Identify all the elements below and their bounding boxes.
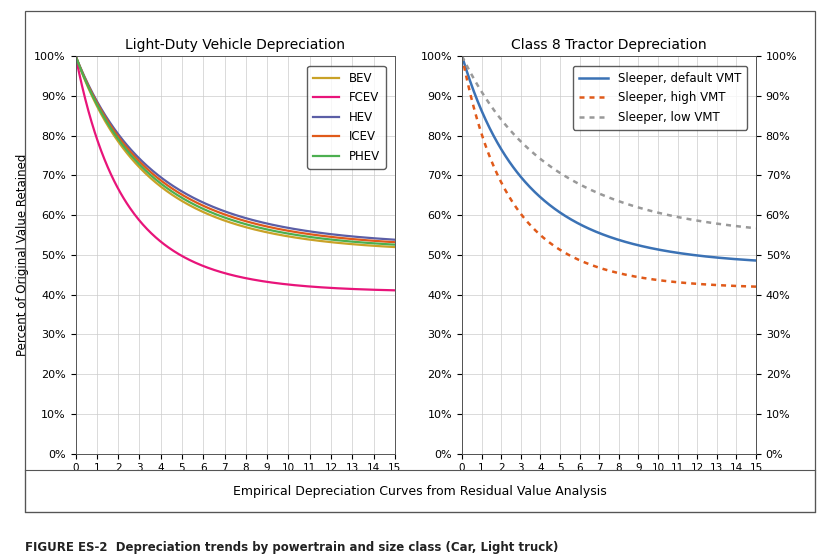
HEV bbox=[260, 220, 270, 226]
BEV bbox=[266, 230, 276, 236]
Sleeper, default VMT bbox=[458, 56, 468, 63]
Sleeper, default VMT bbox=[723, 255, 733, 262]
PHEV bbox=[390, 241, 400, 248]
Sleeper, high VMT bbox=[723, 282, 733, 289]
X-axis label: Age, Class 8 Sleeper Trucks: Age, Class 8 Sleeper Trucks bbox=[528, 479, 690, 492]
Title: Class 8 Tractor Depreciation: Class 8 Tractor Depreciation bbox=[512, 38, 706, 52]
Sleeper, low VMT bbox=[751, 225, 761, 232]
Line: FCEV: FCEV bbox=[76, 56, 395, 290]
FCEV bbox=[71, 58, 81, 64]
Sleeper, high VMT bbox=[631, 273, 641, 280]
Sleeper, high VMT bbox=[705, 281, 715, 288]
HEV bbox=[339, 232, 349, 239]
Line: PHEV: PHEV bbox=[76, 56, 395, 245]
Sleeper, low VMT bbox=[632, 204, 642, 211]
Sleeper, default VMT bbox=[637, 243, 647, 250]
Line: HEV: HEV bbox=[76, 56, 395, 240]
FCEV bbox=[360, 286, 370, 293]
HEV bbox=[266, 221, 276, 228]
PHEV bbox=[260, 226, 270, 232]
ICEV bbox=[390, 239, 400, 246]
FCEV bbox=[339, 285, 349, 292]
Line: Sleeper, low VMT: Sleeper, low VMT bbox=[462, 56, 756, 228]
Line: ICEV: ICEV bbox=[76, 56, 395, 242]
PHEV bbox=[71, 53, 81, 59]
BEV bbox=[360, 242, 370, 249]
Sleeper, low VMT bbox=[705, 219, 715, 226]
PHEV bbox=[266, 227, 276, 234]
ICEV bbox=[339, 235, 349, 242]
Text: FIGURE ES-2  Depreciation trends by powertrain and size class (Car, Light truck): FIGURE ES-2 Depreciation trends by power… bbox=[25, 542, 559, 554]
BEV bbox=[260, 228, 270, 235]
Sleeper, high VMT bbox=[458, 58, 468, 64]
FCEV bbox=[260, 278, 270, 285]
FCEV bbox=[266, 279, 276, 286]
BEV bbox=[339, 240, 349, 247]
BEV bbox=[71, 55, 81, 62]
ICEV bbox=[71, 53, 81, 59]
Line: Sleeper, high VMT: Sleeper, high VMT bbox=[462, 56, 756, 287]
Sleeper, high VMT bbox=[637, 274, 647, 281]
Y-axis label: Percent of Original Value Retained: Percent of Original Value Retained bbox=[16, 153, 29, 356]
HEV bbox=[71, 53, 81, 59]
Sleeper, default VMT bbox=[751, 257, 761, 264]
PHEV bbox=[360, 239, 370, 246]
Sleeper, low VMT bbox=[637, 205, 647, 212]
Sleeper, low VMT bbox=[723, 222, 733, 228]
Text: Empirical Depreciation Curves from Residual Value Analysis: Empirical Depreciation Curves from Resid… bbox=[234, 485, 606, 498]
BEV bbox=[260, 228, 270, 235]
Sleeper, default VMT bbox=[631, 241, 641, 248]
HEV bbox=[390, 236, 400, 243]
ICEV bbox=[260, 223, 270, 230]
PHEV bbox=[260, 226, 270, 232]
FCEV bbox=[390, 287, 400, 293]
BEV bbox=[390, 244, 400, 250]
Legend: Sleeper, default VMT, Sleeper, high VMT, Sleeper, low VMT: Sleeper, default VMT, Sleeper, high VMT,… bbox=[573, 66, 747, 130]
Line: BEV: BEV bbox=[76, 56, 395, 247]
Sleeper, high VMT bbox=[632, 273, 642, 280]
HEV bbox=[360, 234, 370, 241]
Title: Light-Duty Vehicle Depreciation: Light-Duty Vehicle Depreciation bbox=[125, 38, 345, 52]
X-axis label: Age, Light-Duty Vehicles: Age, Light-Duty Vehicles bbox=[163, 479, 307, 492]
ICEV bbox=[71, 55, 81, 62]
Sleeper, low VMT bbox=[458, 55, 468, 62]
Legend: BEV, FCEV, HEV, ICEV, PHEV: BEV, FCEV, HEV, ICEV, PHEV bbox=[307, 66, 386, 169]
Sleeper, low VMT bbox=[457, 53, 467, 59]
PHEV bbox=[339, 237, 349, 244]
HEV bbox=[260, 220, 270, 227]
BEV bbox=[71, 53, 81, 59]
Sleeper, default VMT bbox=[705, 254, 715, 260]
PHEV bbox=[71, 55, 81, 62]
Sleeper, default VMT bbox=[457, 53, 467, 59]
Sleeper, high VMT bbox=[457, 53, 467, 59]
ICEV bbox=[360, 237, 370, 244]
Line: Sleeper, default VMT: Sleeper, default VMT bbox=[462, 56, 756, 260]
ICEV bbox=[260, 223, 270, 230]
FCEV bbox=[260, 278, 270, 285]
Sleeper, high VMT bbox=[751, 283, 761, 290]
HEV bbox=[71, 55, 81, 62]
ICEV bbox=[266, 224, 276, 231]
Sleeper, low VMT bbox=[631, 203, 641, 210]
FCEV bbox=[71, 53, 81, 59]
Sleeper, default VMT bbox=[632, 241, 642, 248]
